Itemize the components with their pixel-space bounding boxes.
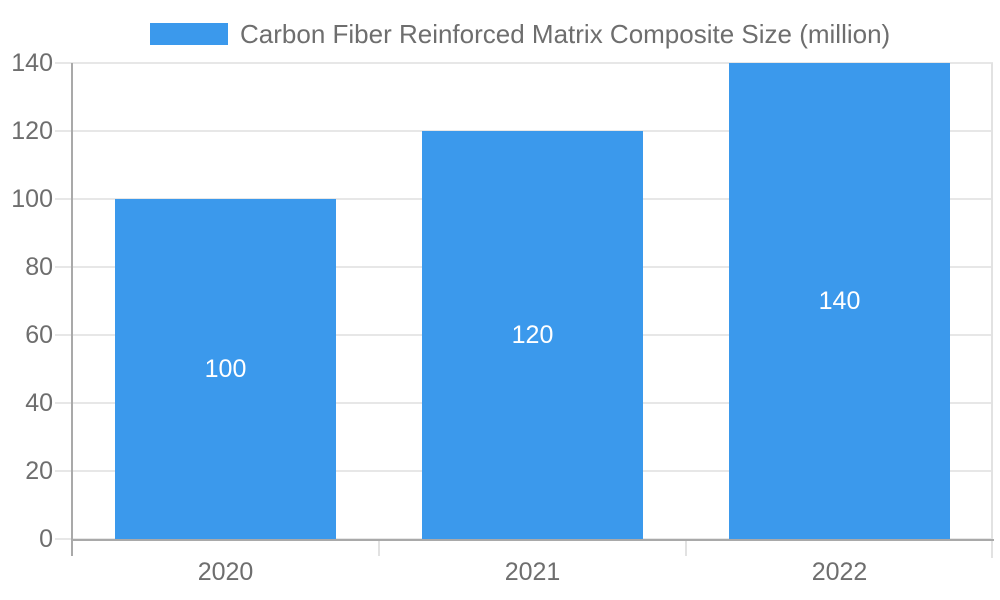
y-axis-tick-label-120: 120 xyxy=(11,117,53,145)
plot-right-border xyxy=(991,63,993,558)
bar-2020[interactable] xyxy=(115,199,336,539)
gridline-y-140 xyxy=(55,62,993,64)
y-axis-tick-label-20: 20 xyxy=(25,457,53,485)
y-axis-tick-label-100: 100 xyxy=(11,185,53,213)
bar-value-label-2022: 140 xyxy=(818,287,861,315)
y-axis-tick-label-60: 60 xyxy=(25,321,53,349)
bar-value-label-2020: 100 xyxy=(204,355,247,383)
y-axis-tick-label-40: 40 xyxy=(25,389,53,417)
y-axis-line xyxy=(71,63,73,556)
x-axis-tick-1 xyxy=(378,541,380,556)
x-axis-label-2020: 2020 xyxy=(197,558,254,586)
x-axis-line xyxy=(71,539,994,541)
x-axis-tick-2 xyxy=(685,541,687,556)
chart-legend[interactable]: Carbon Fiber Reinforced Matrix Composite… xyxy=(150,20,890,48)
legend-label: Carbon Fiber Reinforced Matrix Composite… xyxy=(240,19,891,49)
y-axis-tick-label-80: 80 xyxy=(25,253,53,281)
legend-swatch xyxy=(150,23,228,45)
bar-2022[interactable] xyxy=(729,63,950,539)
bar-2021[interactable] xyxy=(422,131,643,539)
y-axis-tick-label-140: 140 xyxy=(11,49,53,77)
x-axis-label-2021: 2021 xyxy=(504,558,561,586)
bar-value-label-2021: 120 xyxy=(511,321,554,349)
x-axis-label-2022: 2022 xyxy=(811,558,868,586)
y-axis-tick-label-0: 0 xyxy=(39,525,53,553)
